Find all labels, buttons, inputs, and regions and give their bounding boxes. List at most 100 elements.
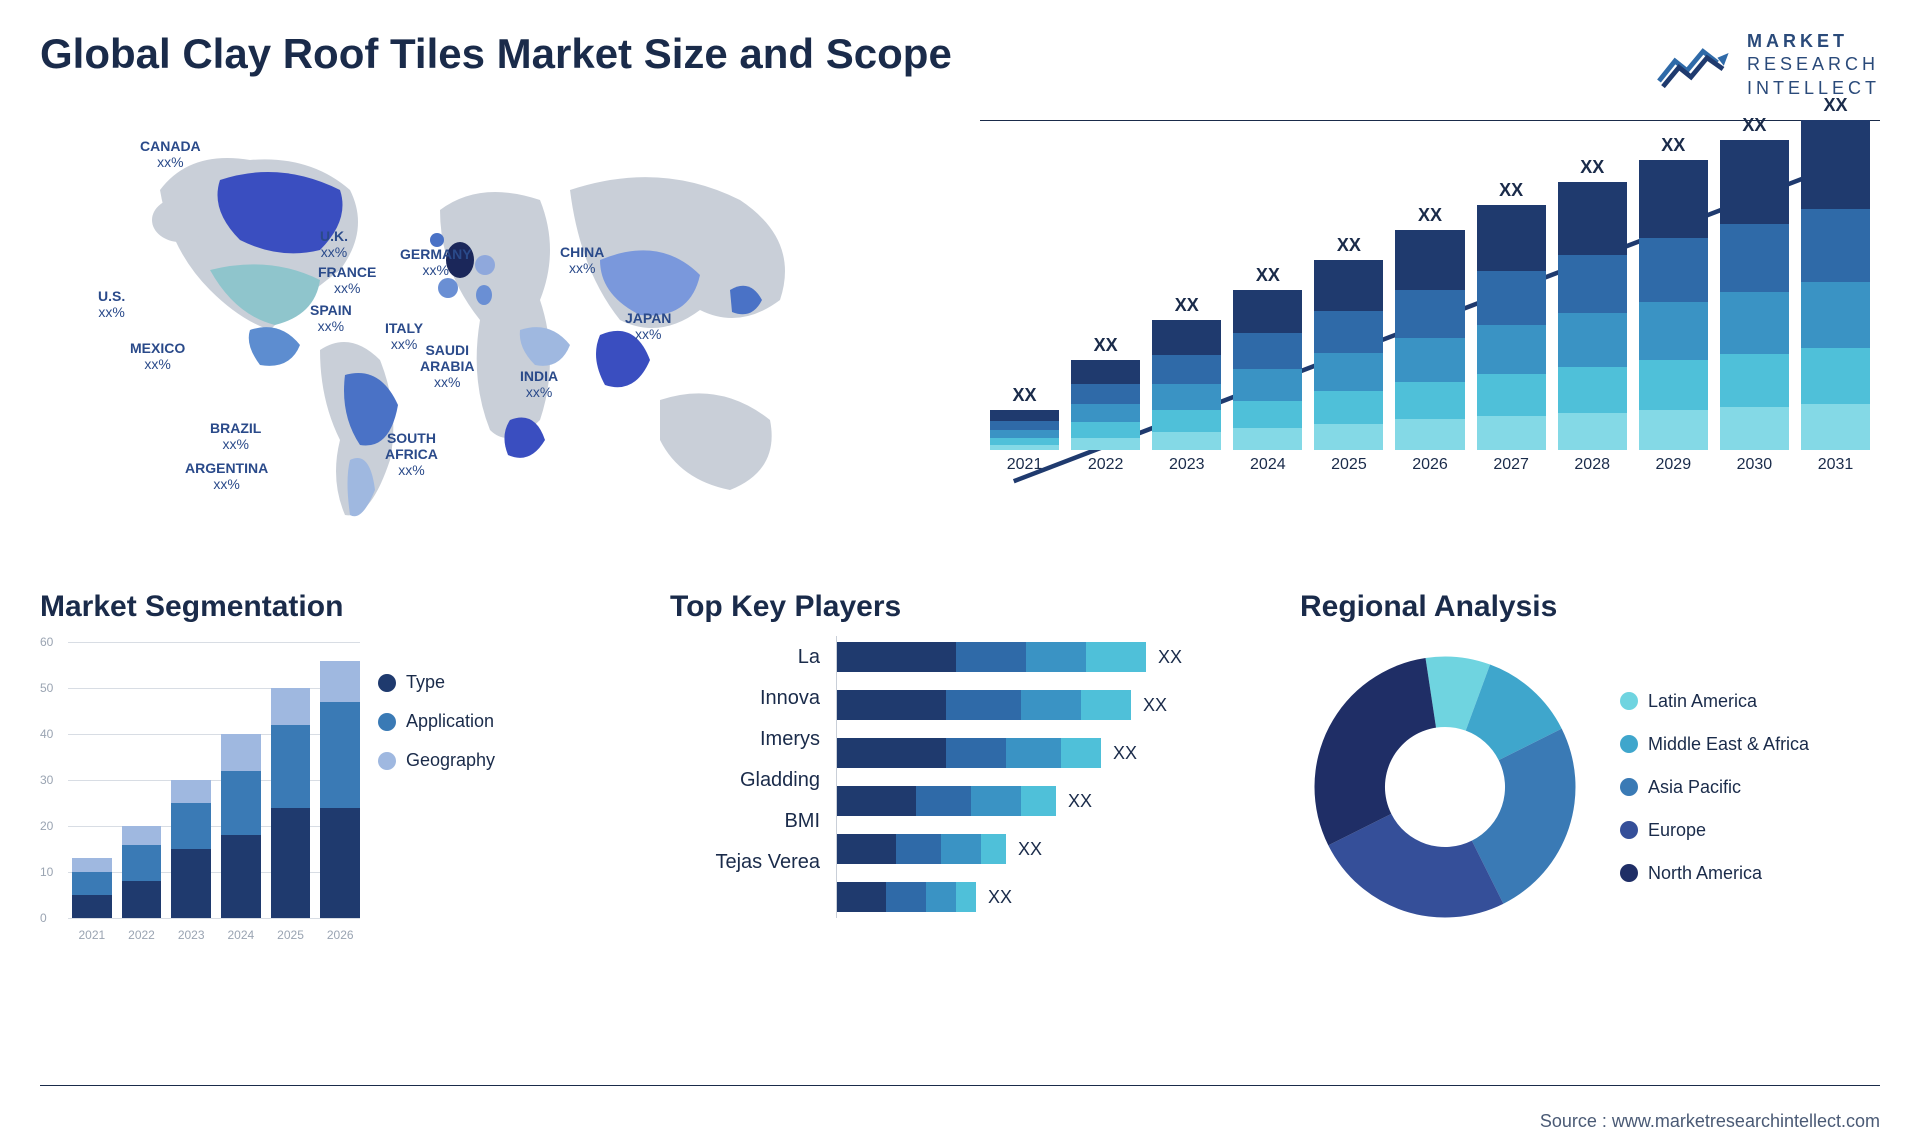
map-label: CANADAxx% bbox=[140, 138, 201, 170]
bar-value-label: XX bbox=[1661, 135, 1685, 156]
player-name: Innova bbox=[760, 687, 820, 710]
bar-value-label: XX bbox=[1094, 335, 1118, 356]
y-tick-label: 20 bbox=[40, 819, 53, 833]
map-label: ARGENTINAxx% bbox=[185, 460, 268, 492]
seg-year-label: 2023 bbox=[171, 928, 211, 942]
player-value: XX bbox=[1158, 647, 1182, 668]
regional-donut bbox=[1300, 642, 1590, 932]
growth-year-label: 2021 bbox=[990, 456, 1059, 474]
legend-item: Latin America bbox=[1620, 691, 1809, 712]
growth-year-label: 2022 bbox=[1071, 456, 1140, 474]
growth-bar: XX bbox=[990, 385, 1059, 450]
key-players-chart: La Innova Imerys Gladding BMI Tejas Verea XX X… bbox=[670, 642, 1250, 912]
segmentation-legend: TypeApplicationGeography bbox=[378, 642, 495, 942]
donut-slice bbox=[1315, 658, 1437, 845]
growth-year-label: 2023 bbox=[1152, 456, 1221, 474]
growth-year-label: 2029 bbox=[1639, 456, 1708, 474]
bar-value-label: XX bbox=[1580, 157, 1604, 178]
growth-year-label: 2026 bbox=[1395, 456, 1464, 474]
seg-year-label: 2025 bbox=[271, 928, 311, 942]
map-label: FRANCExx% bbox=[318, 264, 376, 296]
segmentation-bar bbox=[221, 734, 261, 918]
growth-bar: XX bbox=[1720, 115, 1789, 450]
segmentation-bar bbox=[271, 688, 311, 918]
growth-bar: XX bbox=[1639, 135, 1708, 450]
bar-value-label: XX bbox=[1742, 115, 1766, 136]
divider bbox=[40, 1085, 1880, 1086]
player-bar-row: XX bbox=[836, 738, 1250, 768]
segmentation-bar bbox=[320, 661, 360, 919]
legend-item: Asia Pacific bbox=[1620, 777, 1809, 798]
map-label: SPAINxx% bbox=[310, 302, 352, 334]
growth-bar: XX bbox=[1152, 295, 1221, 450]
legend-item: Geography bbox=[378, 750, 495, 771]
growth-bar: XX bbox=[1477, 180, 1546, 450]
player-value: XX bbox=[1113, 743, 1137, 764]
map-label: GERMANYxx% bbox=[400, 246, 472, 278]
bar-value-label: XX bbox=[1256, 265, 1280, 286]
player-bar-row: XX bbox=[836, 642, 1250, 672]
growth-chart-panel: XXXXXXXXXXXXXXXXXXXXXX 20212022202320242… bbox=[980, 120, 1880, 550]
growth-year-label: 2025 bbox=[1314, 456, 1383, 474]
map-label: CHINAxx% bbox=[560, 244, 604, 276]
growth-year-label: 2030 bbox=[1720, 456, 1789, 474]
growth-bar: XX bbox=[1071, 335, 1140, 450]
seg-year-label: 2022 bbox=[122, 928, 162, 942]
map-label: U.K.xx% bbox=[320, 228, 348, 260]
source-text: Source : www.marketresearchintellect.com bbox=[1540, 1111, 1880, 1132]
y-tick-label: 60 bbox=[40, 635, 53, 649]
growth-bar: XX bbox=[1314, 235, 1383, 450]
player-bar-row: XX bbox=[836, 690, 1250, 720]
map-label: SAUDIARABIAxx% bbox=[420, 342, 474, 390]
player-name: La bbox=[798, 646, 820, 669]
regional-title: Regional Analysis bbox=[1300, 590, 1880, 624]
world-map bbox=[40, 120, 940, 550]
player-value: XX bbox=[1068, 791, 1092, 812]
y-tick-label: 0 bbox=[40, 911, 47, 925]
growth-bar: XX bbox=[1801, 95, 1870, 450]
player-value: XX bbox=[1143, 695, 1167, 716]
growth-year-label: 2028 bbox=[1558, 456, 1627, 474]
segmentation-title: Market Segmentation bbox=[40, 590, 620, 624]
segmentation-bar bbox=[171, 780, 211, 918]
y-tick-label: 10 bbox=[40, 865, 53, 879]
map-label: JAPANxx% bbox=[625, 310, 671, 342]
seg-year-label: 2024 bbox=[221, 928, 261, 942]
map-label: MEXICOxx% bbox=[130, 340, 185, 372]
growth-bar: XX bbox=[1233, 265, 1302, 450]
y-tick-label: 30 bbox=[40, 773, 53, 787]
growth-year-label: 2027 bbox=[1477, 456, 1546, 474]
legend-item: Application bbox=[378, 711, 495, 732]
brand-logo: MARKET RESEARCH INTELLECT bbox=[1655, 30, 1880, 100]
player-name: Imerys bbox=[760, 728, 820, 751]
map-label: SOUTHAFRICAxx% bbox=[385, 430, 438, 478]
bar-value-label: XX bbox=[1499, 180, 1523, 201]
player-name: Gladding bbox=[740, 769, 820, 792]
key-players-section: Top Key Players La Innova Imerys Gladding BM… bbox=[670, 590, 1250, 970]
map-label: ITALYxx% bbox=[385, 320, 423, 352]
world-map-panel: CANADAxx%U.S.xx%MEXICOxx%BRAZILxx%ARGENT… bbox=[40, 120, 940, 550]
growth-bar: XX bbox=[1395, 205, 1464, 450]
logo-text-2: RESEARCH bbox=[1747, 53, 1880, 76]
page-title: Global Clay Roof Tiles Market Size and S… bbox=[40, 30, 952, 78]
segmentation-bar bbox=[72, 858, 112, 918]
growth-year-label: 2031 bbox=[1801, 456, 1870, 474]
key-players-title: Top Key Players bbox=[670, 590, 1250, 624]
legend-item: Europe bbox=[1620, 820, 1809, 841]
y-tick-label: 40 bbox=[40, 727, 53, 741]
seg-year-label: 2026 bbox=[320, 928, 360, 942]
segmentation-chart: 0102030405060 202120222023202420252026 bbox=[40, 642, 360, 942]
growth-bar: XX bbox=[1558, 157, 1627, 450]
regional-legend: Latin AmericaMiddle East & AfricaAsia Pa… bbox=[1620, 691, 1809, 884]
player-bar-row: XX bbox=[836, 834, 1250, 864]
seg-year-label: 2021 bbox=[72, 928, 112, 942]
bar-value-label: XX bbox=[1418, 205, 1442, 226]
growth-year-label: 2024 bbox=[1233, 456, 1302, 474]
map-label: BRAZILxx% bbox=[210, 420, 261, 452]
logo-icon bbox=[1655, 35, 1735, 95]
player-name: BMI bbox=[784, 810, 820, 833]
player-bar-row: XX bbox=[836, 786, 1250, 816]
segmentation-bar bbox=[122, 826, 162, 918]
bar-value-label: XX bbox=[1013, 385, 1037, 406]
player-name: Tejas Verea bbox=[715, 851, 820, 874]
